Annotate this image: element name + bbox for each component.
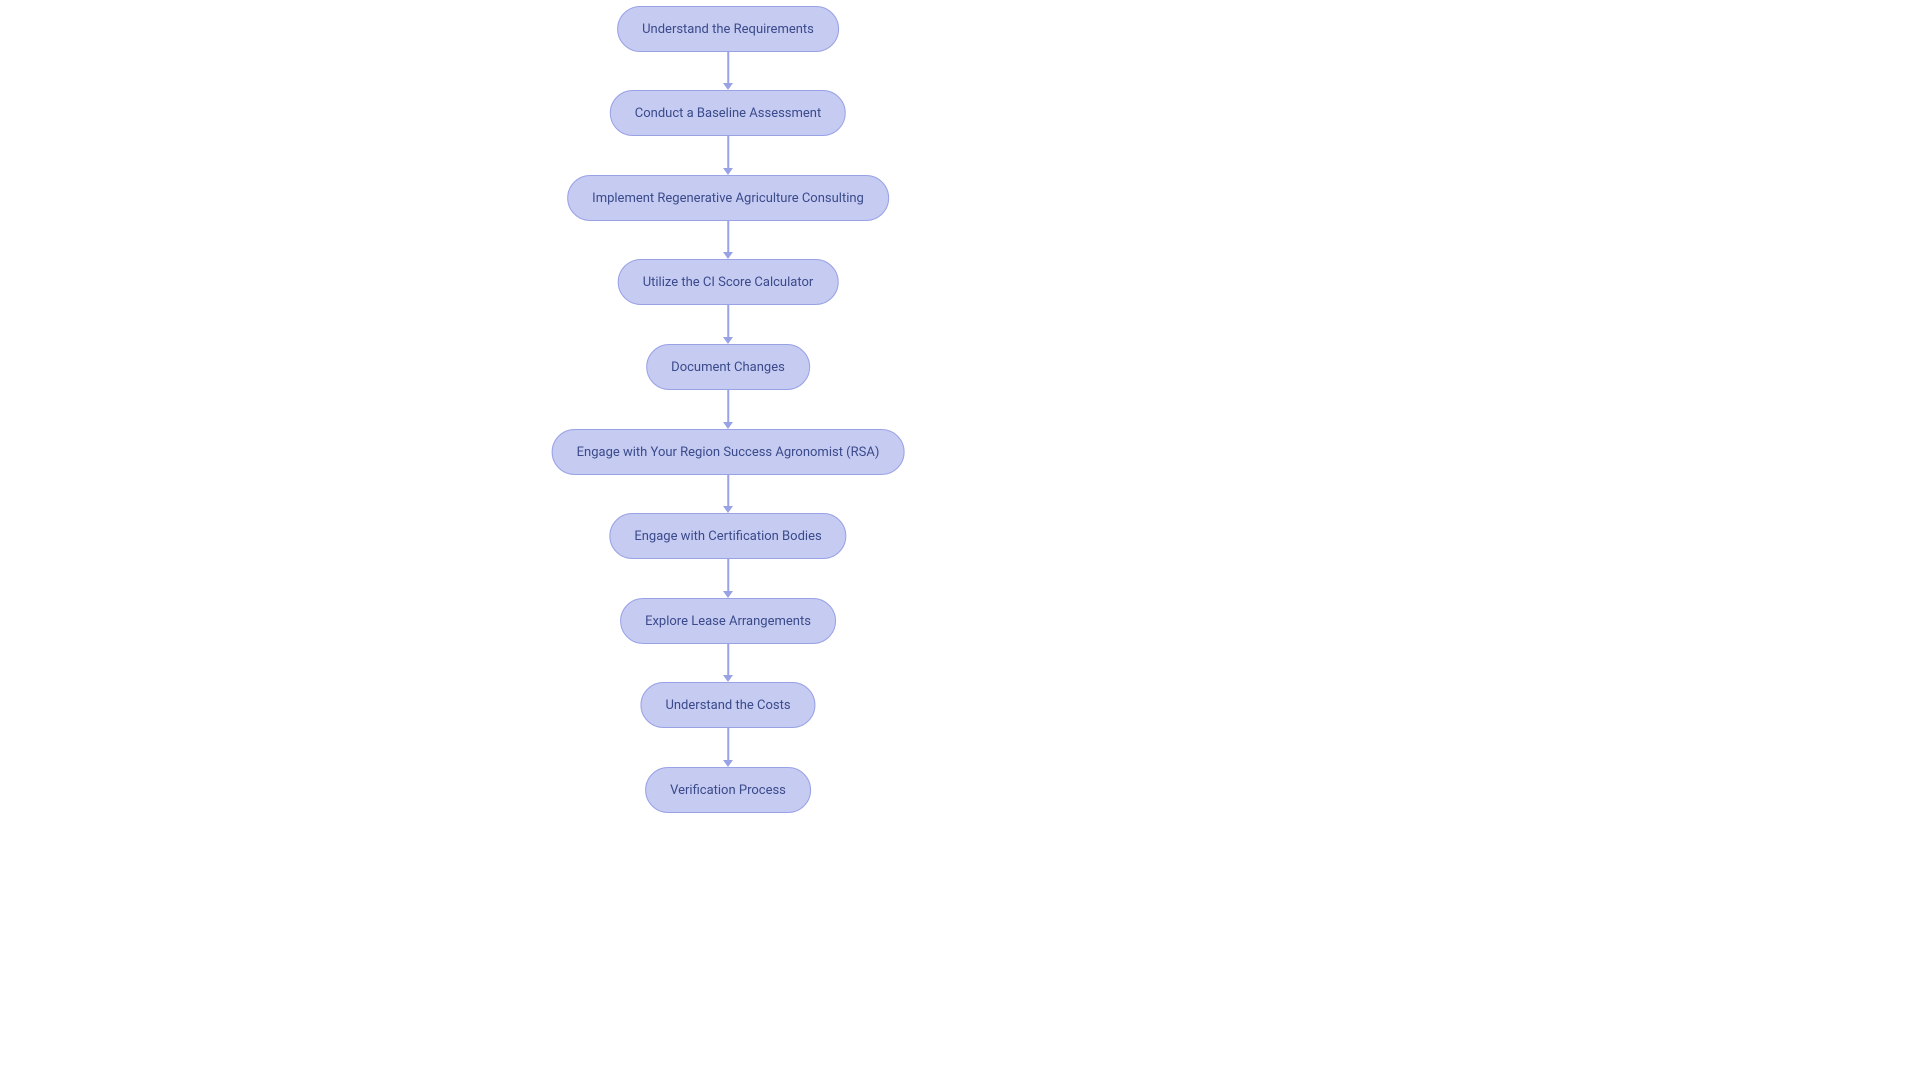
edge-n1-n2 (727, 52, 729, 83)
edge-n2-n3 (727, 136, 729, 168)
node-baseline-assessment: Conduct a Baseline Assessment (610, 90, 846, 136)
node-document-changes: Document Changes (646, 344, 810, 390)
node-verification-process: Verification Process (645, 767, 811, 813)
arrow-n6-n7 (723, 506, 733, 513)
edge-n5-n6 (727, 390, 729, 422)
edge-n3-n4 (727, 221, 729, 252)
edge-n6-n7 (727, 475, 729, 506)
flowchart-canvas: Understand the Requirements Conduct a Ba… (0, 0, 1920, 1083)
edge-n9-n10 (727, 728, 729, 760)
arrow-n1-n2 (723, 83, 733, 90)
node-label: Understand the Requirements (642, 22, 814, 37)
node-label: Verification Process (670, 783, 786, 798)
node-understand-requirements: Understand the Requirements (617, 6, 839, 52)
node-engage-certification: Engage with Certification Bodies (609, 513, 846, 559)
node-lease-arrangements: Explore Lease Arrangements (620, 598, 836, 644)
node-label: Engage with Certification Bodies (634, 529, 821, 544)
node-ci-score-calculator: Utilize the CI Score Calculator (618, 259, 839, 305)
node-label: Explore Lease Arrangements (645, 614, 811, 629)
arrow-n5-n6 (723, 422, 733, 429)
edge-n8-n9 (727, 644, 729, 675)
node-label: Engage with Your Region Success Agronomi… (577, 445, 880, 460)
node-understand-costs: Understand the Costs (640, 682, 815, 728)
node-label: Implement Regenerative Agriculture Consu… (592, 191, 864, 206)
node-label: Document Changes (671, 360, 785, 375)
arrow-n7-n8 (723, 591, 733, 598)
edge-n4-n5 (727, 305, 729, 337)
arrow-n4-n5 (723, 337, 733, 344)
arrow-n3-n4 (723, 252, 733, 259)
node-implement-regenerative: Implement Regenerative Agriculture Consu… (567, 175, 889, 221)
node-label: Utilize the CI Score Calculator (643, 275, 814, 290)
arrow-n9-n10 (723, 760, 733, 767)
node-label: Understand the Costs (665, 698, 790, 713)
arrow-n2-n3 (723, 168, 733, 175)
edge-n7-n8 (727, 559, 729, 591)
node-engage-rsa: Engage with Your Region Success Agronomi… (552, 429, 905, 475)
arrow-n8-n9 (723, 675, 733, 682)
node-label: Conduct a Baseline Assessment (635, 106, 821, 121)
